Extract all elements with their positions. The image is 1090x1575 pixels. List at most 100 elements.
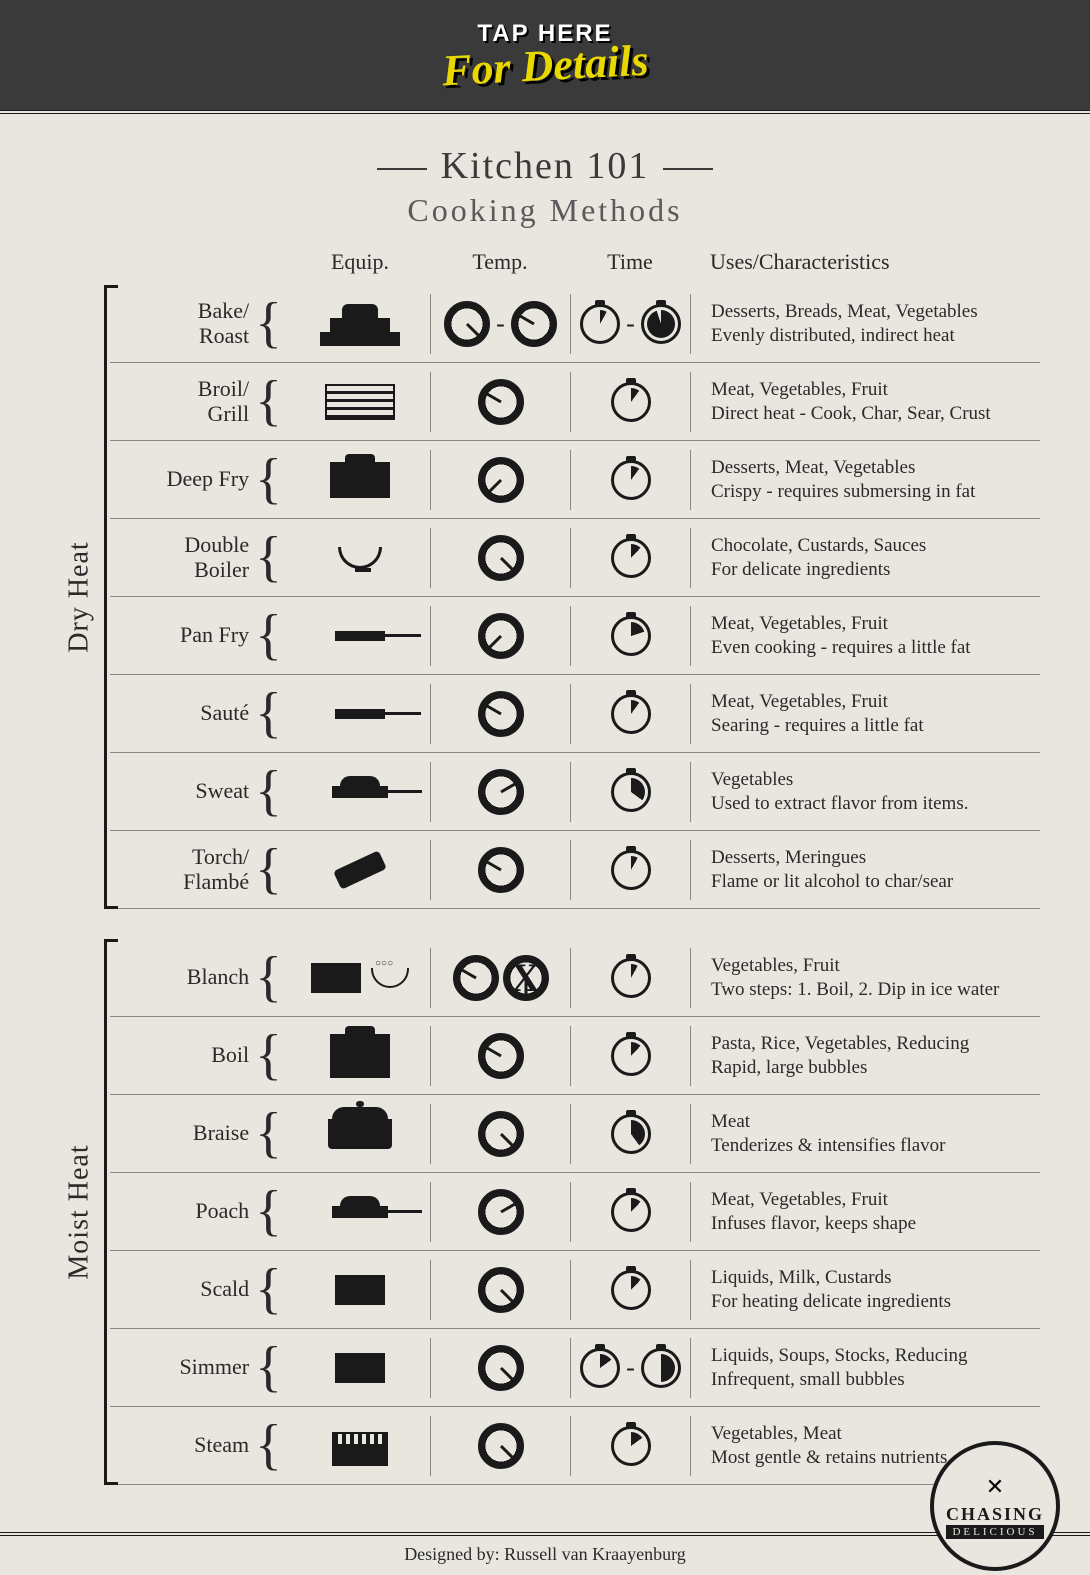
method-row: Poach{ Meat, Vegetables, FruitInfuses fla…: [110, 1173, 1040, 1251]
temp-cell: [430, 606, 570, 666]
timer-icon: [611, 460, 651, 500]
method-name: Deep Fry: [167, 467, 249, 491]
brace-icon: {: [255, 850, 282, 889]
brace-icon: {: [255, 1192, 282, 1231]
timer-icon: [580, 1348, 620, 1388]
page-title: Kitchen 101: [50, 144, 1040, 188]
timer-icon: [611, 1270, 651, 1310]
method-row: Sweat{VegetablesUsed to extract flavor f…: [110, 753, 1040, 831]
temp-dial-icon: [478, 769, 524, 815]
uses-foods: Meat, Vegetables, Fruit: [711, 1188, 1040, 1212]
brand-badge: ✕ CHASING DELICIOUS: [930, 1441, 1060, 1571]
pan-icon: [335, 709, 385, 719]
method-name-cell: Sauté{: [110, 694, 290, 733]
uses-foods: Vegetables: [711, 768, 1040, 792]
uses-description: Used to extract flavor from items.: [711, 792, 1040, 816]
method-name: Bake/ Roast: [198, 299, 249, 347]
uses-cell: Liquids, Milk, CustardsFor heating delic…: [690, 1260, 1040, 1320]
section-label: Moist Heat: [64, 1144, 96, 1279]
method-name-cell: Simmer{: [110, 1348, 290, 1387]
uses-description: Tenderizes & intensifies flavor: [711, 1134, 1040, 1158]
timer-icon: [611, 1426, 651, 1466]
method-name-cell: Braise{: [110, 1114, 290, 1153]
method-row: Steam{Vegetables, MeatMost gentle & reta…: [110, 1407, 1040, 1485]
uses-cell: Desserts, MeringuesFlame or lit alcohol …: [690, 840, 1040, 900]
method-name: Boil: [211, 1043, 249, 1067]
page-subtitle: Cooking Methods: [50, 192, 1040, 229]
uses-cell: Chocolate, Custards, SaucesFor delicate …: [690, 528, 1040, 588]
uses-description: Even cooking - requires a little fat: [711, 636, 1040, 660]
timer-icon: [611, 1036, 651, 1076]
torch-icon: [335, 860, 385, 880]
uses-cell: Vegetables, FruitTwo steps: 1. Boil, 2. …: [690, 948, 1040, 1008]
timer-icon: [641, 304, 681, 344]
method-row: Braise{MeatTenderizes & intensifies flav…: [110, 1095, 1040, 1173]
method-name-cell: Poach{: [110, 1192, 290, 1231]
uses-cell: Meat, Vegetables, FruitDirect heat - Coo…: [690, 372, 1040, 432]
equip-cell: [290, 1182, 430, 1242]
temp-cell: [430, 1026, 570, 1086]
uses-description: Infrequent, small bubbles: [711, 1368, 1040, 1392]
equip-cell: [290, 1338, 430, 1398]
temp-cell: X: [430, 948, 570, 1008]
uses-description: Crispy - requires submersing in fat: [711, 480, 1040, 504]
timer-icon: [611, 772, 651, 812]
brace-icon: {: [255, 616, 282, 655]
grill-icon: [325, 384, 395, 420]
bracket-icon: [104, 285, 118, 909]
method-name-cell: Torch/ Flambé{: [110, 845, 290, 893]
temp-dial-icon: [478, 379, 524, 425]
temp-dial-icon: [478, 691, 524, 737]
method-row: Boil{Pasta, Rice, Vegetables, ReducingRa…: [110, 1017, 1040, 1095]
footer-credit: Designed by: Russell van Kraayenburg: [404, 1544, 686, 1564]
brace-icon: {: [255, 694, 282, 733]
temp-dial-icon: [478, 1111, 524, 1157]
uses-description: For delicate ingredients: [711, 558, 1040, 582]
timer-icon: [611, 958, 651, 998]
section-label-wrap: Dry Heat: [50, 285, 110, 909]
equip-cell: [290, 684, 430, 744]
brace-icon: {: [255, 1348, 282, 1387]
method-row: Scald{Liquids, Milk, CustardsFor heating…: [110, 1251, 1040, 1329]
time-cell: -: [570, 294, 690, 354]
bowl-icon: [338, 547, 382, 569]
uses-description: Infuses flavor, keeps shape: [711, 1212, 1040, 1236]
time-cell: [570, 1416, 690, 1476]
temp-cell: [430, 1416, 570, 1476]
time-cell: [570, 840, 690, 900]
method-row: Simmer{ - Liquids, Soups, Stocks, Reducing…: [110, 1329, 1040, 1407]
method-row: Pan Fry{Meat, Vegetables, FruitEven cook…: [110, 597, 1040, 675]
top-banner[interactable]: TAP HERE For Details: [0, 0, 1090, 110]
lidded-pan-icon: [332, 1206, 388, 1218]
timer-icon: [611, 382, 651, 422]
equip-cell: [290, 606, 430, 666]
dutch-oven-icon: [328, 1119, 392, 1149]
uses-description: Evenly distributed, indirect heat: [711, 324, 1040, 348]
range-dash: -: [496, 309, 505, 339]
temp-dial-icon: [478, 613, 524, 659]
brace-icon: {: [255, 1426, 282, 1465]
uses-cell: Meat, Vegetables, FruitInfuses flavor, k…: [690, 1182, 1040, 1242]
method-name: Simmer: [179, 1355, 249, 1379]
uses-foods: Meat, Vegetables, Fruit: [711, 378, 1040, 402]
uses-foods: Liquids, Milk, Custards: [711, 1266, 1040, 1290]
method-name-cell: Steam{: [110, 1426, 290, 1465]
uses-cell: Desserts, Meat, VegetablesCrispy - requi…: [690, 450, 1040, 510]
spoons-icon: ✕: [986, 1474, 1004, 1500]
range-dash: -: [626, 1353, 635, 1383]
pot-icon: [330, 462, 390, 498]
pan-icon: [335, 631, 385, 641]
col-temp: Temp.: [430, 249, 570, 275]
uses-foods: Meat, Vegetables, Fruit: [711, 612, 1040, 636]
brace-icon: {: [255, 382, 282, 421]
uses-cell: Liquids, Soups, Stocks, ReducingInfreque…: [690, 1338, 1040, 1398]
uses-description: Flame or lit alcohol to char/sear: [711, 870, 1040, 894]
method-row: Broil/ Grill{ Meat, Vegetables, FruitDire…: [110, 363, 1040, 441]
equip-cell: [290, 294, 430, 354]
method-name-cell: Broil/ Grill{: [110, 377, 290, 425]
temp-cell: [430, 1260, 570, 1320]
temp-cell: [430, 684, 570, 744]
uses-cell: Pasta, Rice, Vegetables, ReducingRapid, …: [690, 1026, 1040, 1086]
pot-icon: [335, 1353, 385, 1383]
equip-cell: [290, 1260, 430, 1320]
